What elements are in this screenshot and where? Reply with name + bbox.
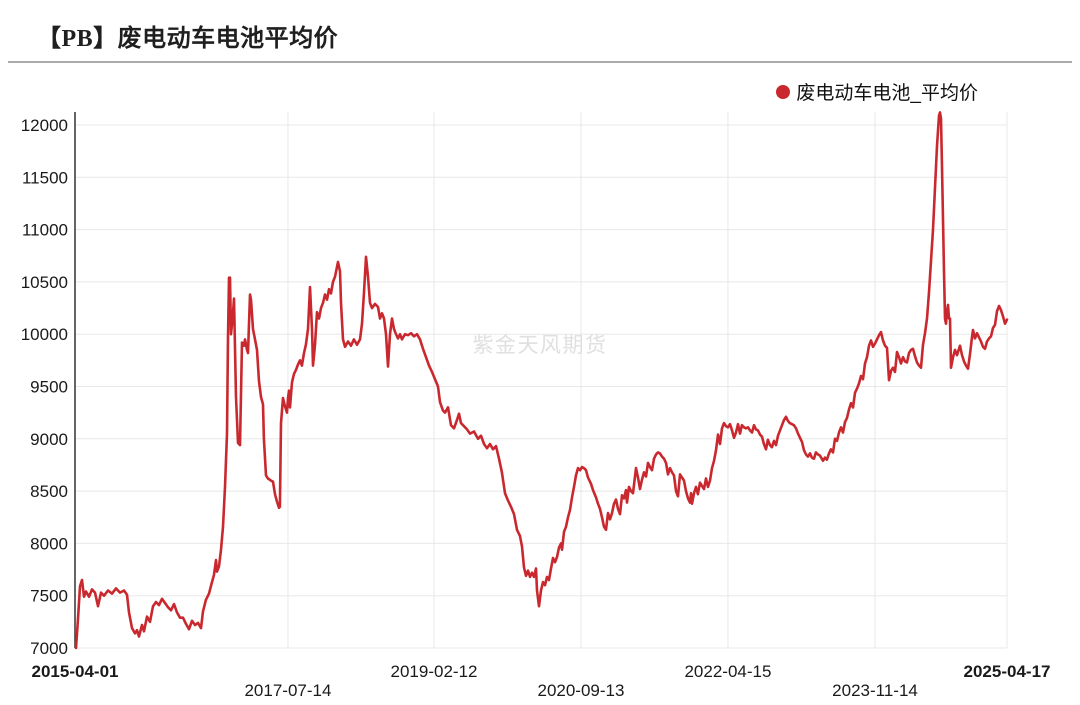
- x-tick-label: 2020-09-13: [537, 681, 624, 700]
- legend-label: 废电动车电池_平均价: [796, 83, 978, 104]
- x-tick-label: 2022-04-15: [684, 662, 771, 681]
- x-tick-label: 2019-02-12: [391, 662, 478, 681]
- y-tick-label: 9000: [30, 430, 68, 449]
- x-tick-label: 2023-11-14: [832, 681, 918, 700]
- y-tick-label: 10000: [21, 325, 68, 344]
- y-tick-label: 12000: [21, 116, 68, 135]
- watermark: 紫金天风期货: [472, 334, 608, 357]
- y-tick-label: 7000: [30, 639, 68, 658]
- price-line-series[interactable]: [74, 111, 1009, 650]
- legend-item[interactable]: 废电动车电池_平均价: [776, 78, 978, 105]
- title-divider: [8, 61, 1072, 63]
- legend-dot-icon: [776, 84, 791, 99]
- x-tick-label: 2017-07-14: [244, 681, 331, 700]
- page-title: 【PB】废电动车电池平均价: [37, 26, 339, 52]
- y-tick-label: 9500: [30, 378, 68, 397]
- y-tick-label: 10500: [21, 273, 68, 292]
- y-tick-label: 8500: [30, 482, 68, 501]
- x-tick-label: 2025-04-17: [964, 662, 1051, 681]
- y-tick-label: 7500: [30, 587, 68, 606]
- x-tick-label: 2015-04-01: [32, 662, 119, 681]
- y-tick-label: 11500: [22, 168, 68, 187]
- y-tick-label: 8000: [30, 534, 68, 553]
- y-tick-label: 11000: [22, 221, 68, 240]
